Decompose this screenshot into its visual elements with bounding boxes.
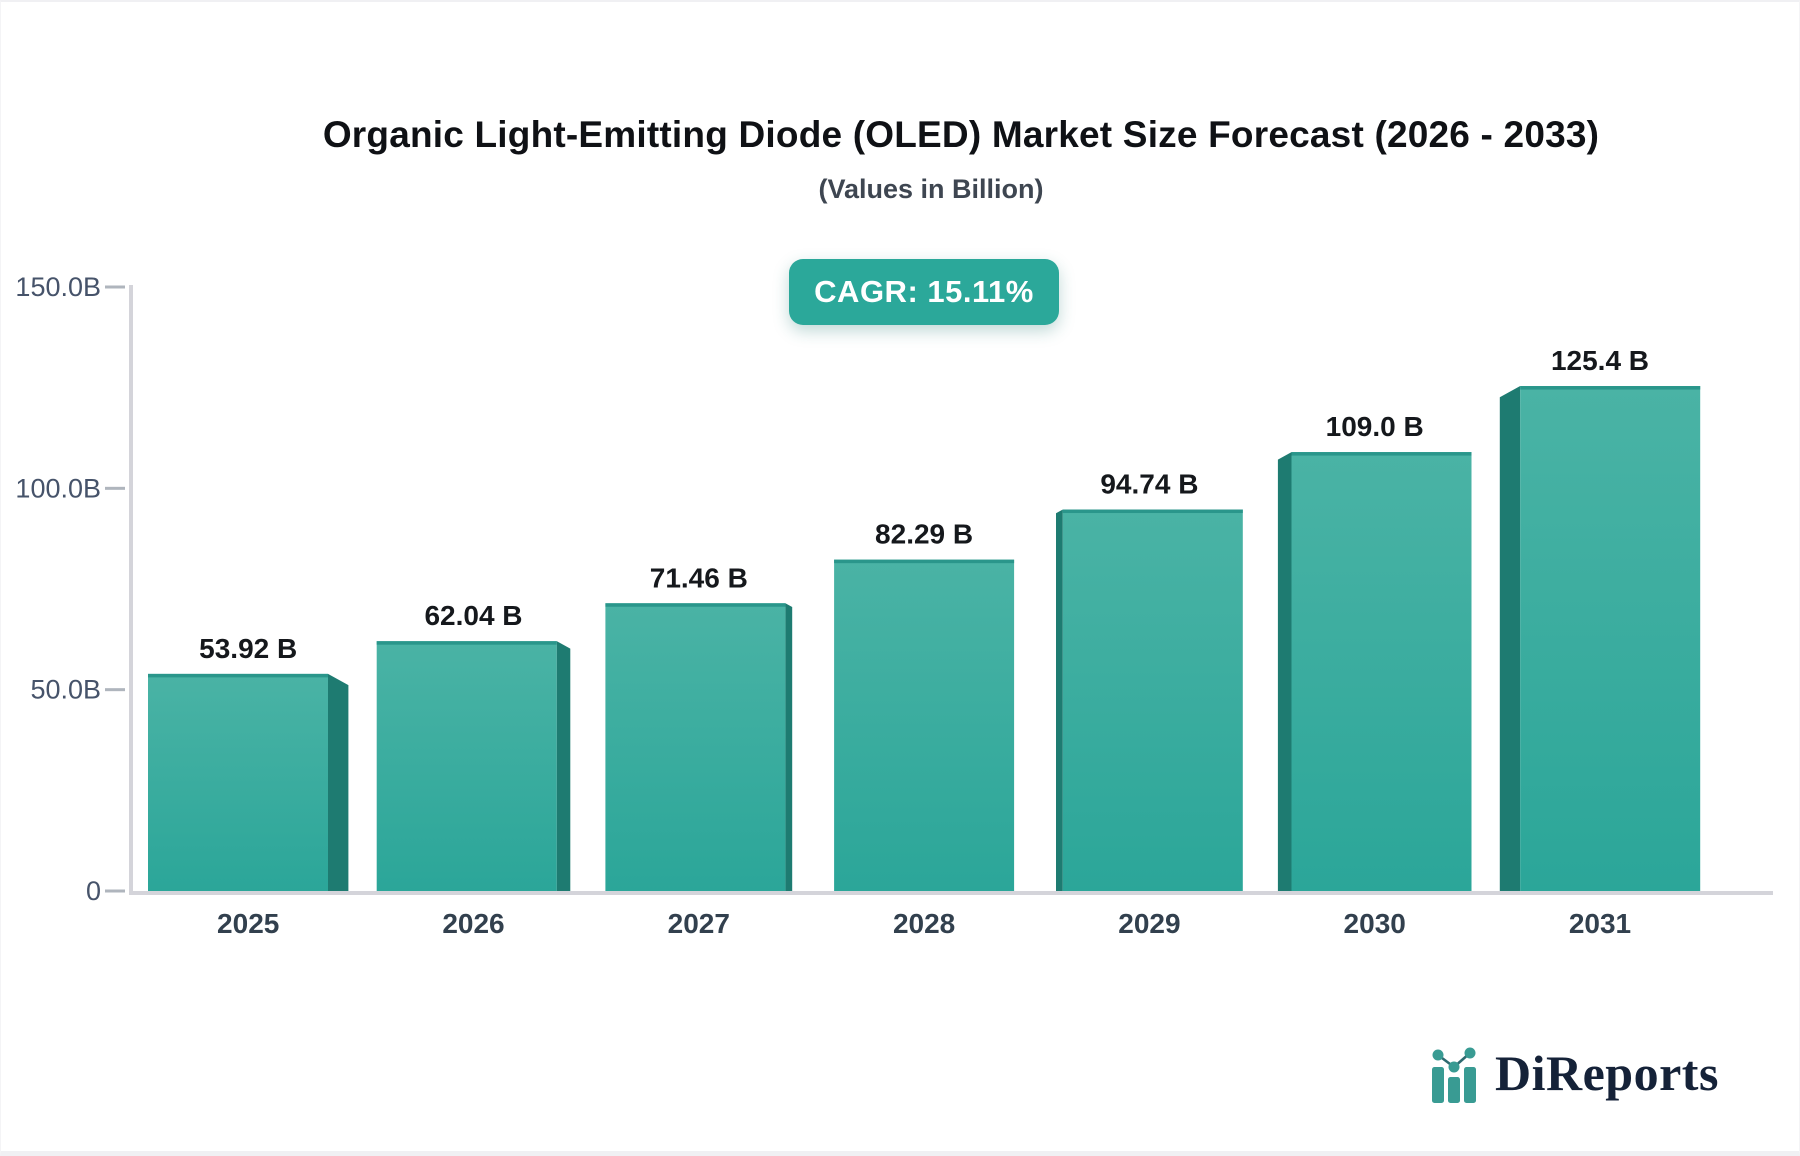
y-axis-tick [105,487,125,490]
mini-bar-line-chart-icon [1429,1042,1487,1104]
bar-value-label-2028: 82.29 B [875,519,973,550]
bar-top-edge-2027 [605,603,785,607]
bar-top-edge-2028 [834,560,1014,564]
bar-top-edge-2026 [377,641,557,645]
bar-side-face-2026 [557,641,571,891]
bar-2026 [377,641,557,891]
y-axis-tick-label: 100.0B [15,473,101,503]
x-axis-label-2028: 2028 [893,908,955,939]
bar-top-edge-2031 [1520,386,1700,390]
x-axis-label-2027: 2027 [668,908,730,939]
y-axis-tick-label: 50.0B [30,675,101,705]
bar-top-edge-2025 [148,674,328,678]
bar-side-face-2027 [785,603,792,891]
x-axis-label-2031: 2031 [1569,908,1631,939]
y-axis-line [129,285,133,893]
bar-side-face-2029 [1056,510,1063,891]
bar-2027 [605,603,785,891]
bar-value-label-2031: 125.4 B [1551,345,1649,376]
bar-2029 [1063,510,1243,891]
bar-value-label-2030: 109.0 B [1326,411,1424,442]
y-axis-tick [105,688,125,691]
bar-value-label-2025: 53.92 B [199,633,297,664]
x-axis-label-2029: 2029 [1118,908,1180,939]
x-axis-label-2030: 2030 [1344,908,1406,939]
direports-logo: DiReports [1429,1038,1719,1108]
bar-2028 [834,560,1014,891]
bar-side-face-2025 [328,674,348,891]
x-axis-label-2026: 2026 [442,908,504,939]
bar-2031 [1520,386,1700,891]
bar-side-face-2031 [1500,386,1520,891]
bar-side-face-2030 [1278,452,1292,891]
bar-chart: 150.0B 100.0B 50.0B 0 53.92 B 2025 62.04 B 2026… [1,2,1800,1156]
x-axis-line [129,891,1773,895]
oled-market-forecast-infographic: Organic Light-Emitting Diode (OLED) Mark… [0,0,1800,1156]
y-axis-tick [105,286,125,289]
y-axis-tick-label: 0 [86,876,101,906]
direports-logo-text: DiReports [1495,1048,1719,1098]
bar-2025 [148,674,328,891]
y-axis-tick-label: 150.0B [15,272,101,302]
bar-top-edge-2029 [1063,510,1243,514]
bar-2030 [1292,452,1472,891]
bar-value-label-2027: 71.46 B [650,562,748,593]
y-axis-tick [105,890,125,893]
x-axis-label-2025: 2025 [217,908,279,939]
bar-value-label-2026: 62.04 B [424,600,522,631]
bar-value-label-2029: 94.74 B [1100,469,1198,500]
bar-top-edge-2030 [1292,452,1472,456]
